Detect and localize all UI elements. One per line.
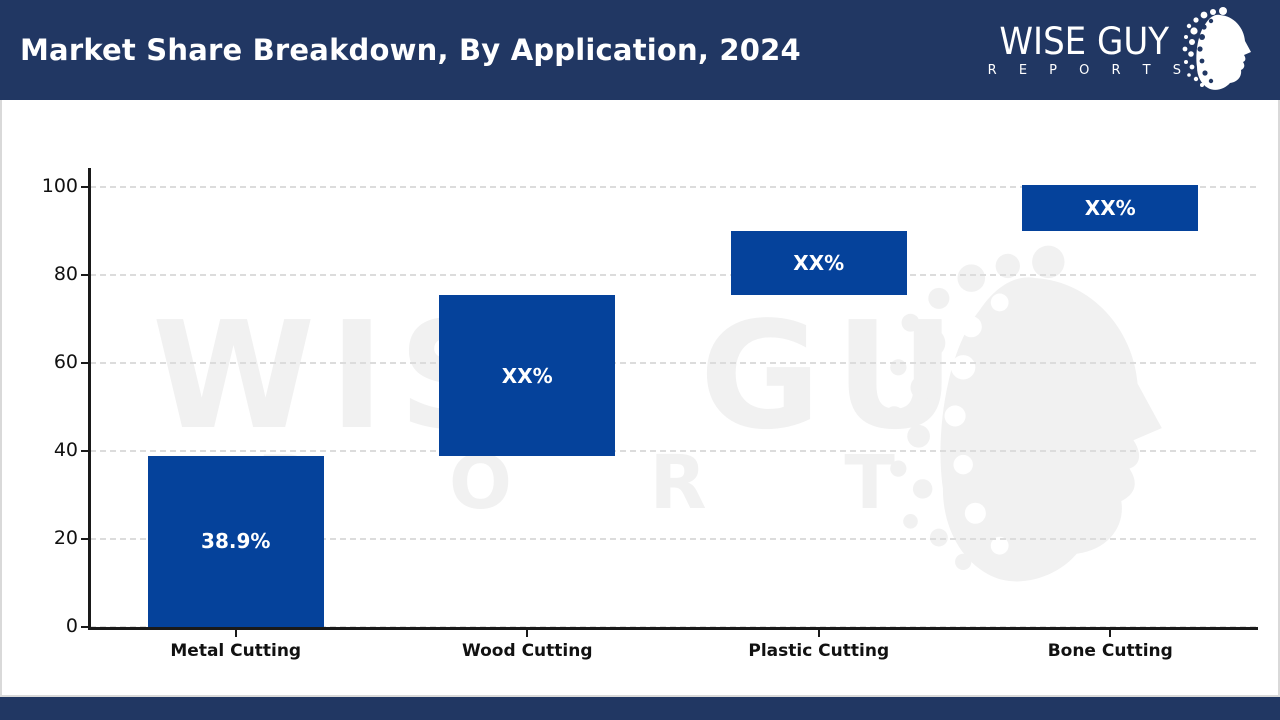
watermark-wordmark: WISE GUY bbox=[152, 290, 1091, 462]
y-gridline bbox=[90, 362, 1256, 364]
category-label: Bone Cutting bbox=[1047, 641, 1173, 661]
y-gridline bbox=[90, 274, 1256, 276]
header-bar: Market Share Breakdown, By Application, … bbox=[0, 0, 1280, 100]
y-gridline bbox=[90, 538, 1256, 540]
chart-area: WISE GUY P O R T S 0 20 40 60 80 100 38.9% Meta… bbox=[0, 100, 1280, 697]
y-tick-label: 40 bbox=[53, 439, 78, 461]
x-tick-mark bbox=[234, 629, 237, 637]
bar-value-label: XX% bbox=[793, 251, 845, 276]
logo-wordmark: WISE GUY R E P O R T S bbox=[979, 23, 1190, 77]
x-tick-mark bbox=[817, 629, 820, 637]
bar-value-label: XX% bbox=[1084, 195, 1136, 220]
bar: XX% bbox=[1022, 184, 1199, 231]
category-label: Metal Cutting bbox=[170, 641, 302, 661]
y-tick-mark bbox=[81, 450, 89, 452]
category-label: Wood Cutting bbox=[461, 641, 593, 661]
bar-value-label: 38.9% bbox=[201, 529, 271, 554]
bar: XX% bbox=[439, 295, 616, 456]
y-tick-mark bbox=[81, 362, 89, 364]
y-tick-label: 60 bbox=[53, 351, 78, 373]
watermark-subtext: P O R T S bbox=[257, 440, 1142, 526]
category-label: Plastic Cutting bbox=[748, 641, 890, 661]
y-tick-label: 20 bbox=[53, 527, 78, 549]
watermark-head-icon bbox=[884, 245, 1162, 582]
x-tick-mark bbox=[1109, 629, 1112, 637]
y-gridline bbox=[90, 186, 1256, 188]
logo: WISE GUY R E P O R T S bbox=[979, 7, 1254, 93]
x-axis bbox=[88, 627, 1258, 630]
y-tick-mark bbox=[81, 538, 89, 540]
page-title: Market Share Breakdown, By Application, … bbox=[20, 33, 801, 67]
y-gridline bbox=[90, 450, 1256, 452]
logo-wordmark-line2: R E P O R T S bbox=[987, 63, 1190, 78]
head-dots-icon bbox=[1182, 7, 1251, 90]
y-tick-mark bbox=[81, 186, 89, 188]
x-tick-mark bbox=[526, 629, 529, 637]
logo-wordmark-line1: WISE GUY bbox=[999, 20, 1170, 63]
bar: XX% bbox=[730, 231, 907, 296]
y-tick-mark bbox=[81, 274, 89, 276]
y-tick-label: 0 bbox=[65, 615, 78, 637]
y-tick-label: 80 bbox=[53, 263, 78, 285]
footer-bar bbox=[0, 697, 1280, 720]
bar-value-label: XX% bbox=[501, 363, 553, 388]
y-axis bbox=[88, 168, 91, 630]
y-tick-label: 100 bbox=[41, 175, 78, 197]
bar: 38.9% bbox=[147, 455, 324, 627]
y-tick-mark bbox=[81, 626, 89, 628]
